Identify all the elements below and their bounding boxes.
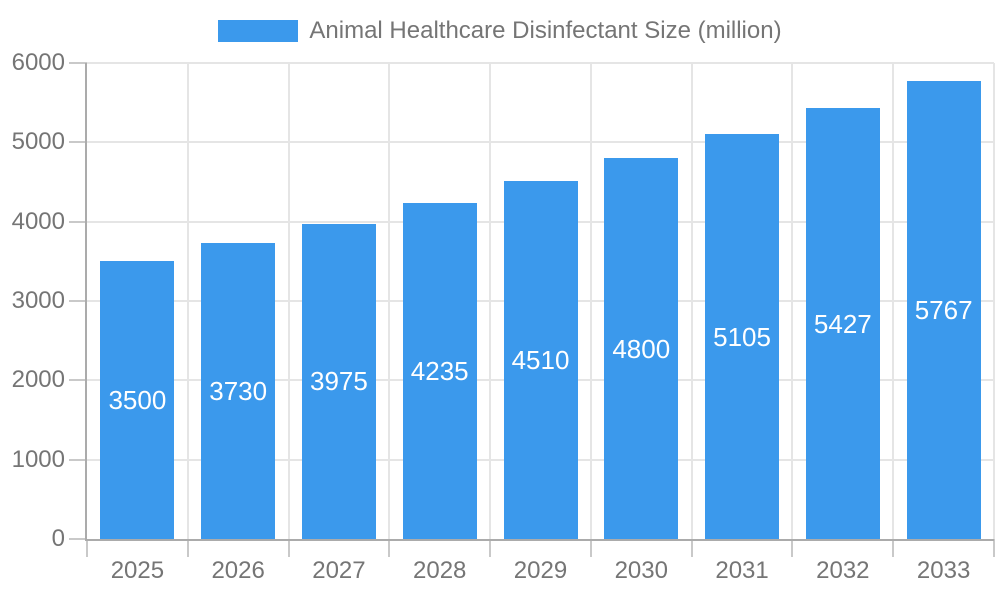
bar-value-label: 3975	[310, 366, 368, 397]
gridline-vertical	[690, 63, 693, 539]
bar-value-label: 4510	[511, 345, 570, 376]
bar-value-label: 5105	[713, 321, 771, 352]
y-axis-tick	[69, 300, 87, 302]
x-axis-tick	[589, 539, 592, 557]
x-axis-label: 2026	[211, 557, 265, 584]
x-axis-tick	[791, 539, 794, 557]
x-axis-tick	[489, 539, 492, 557]
x-axis-tick	[86, 539, 88, 557]
y-axis-tick	[69, 538, 87, 540]
bar-2033[interactable]	[906, 81, 981, 539]
gridline-vertical	[993, 63, 995, 539]
bar-2032[interactable]	[805, 108, 880, 539]
y-axis-label: 1000	[11, 445, 65, 473]
gridline-vertical	[287, 63, 290, 539]
gridline-horizontal	[87, 141, 994, 144]
x-axis-label: 2032	[816, 557, 870, 584]
gridline-vertical	[388, 63, 391, 539]
bar-value-label: 5767	[914, 295, 973, 326]
x-axis-tick	[892, 539, 895, 557]
bar-2029[interactable]	[503, 181, 578, 539]
legend-label: Animal Healthcare Disinfectant Size (mil…	[309, 17, 782, 44]
gridline-vertical	[892, 63, 895, 539]
chart-legend[interactable]: Animal Healthcare Disinfectant Size (mil…	[0, 17, 1000, 44]
x-axis-line	[85, 539, 994, 541]
y-axis-label: 5000	[11, 128, 65, 156]
gridline-horizontal	[87, 62, 994, 64]
x-axis-tick	[287, 539, 290, 557]
x-axis-label: 2025	[110, 557, 165, 584]
x-axis-label: 2028	[413, 557, 467, 584]
bar-2028[interactable]	[402, 203, 477, 539]
x-axis-tick	[388, 539, 391, 557]
y-axis-tick	[69, 220, 87, 223]
bar-2027[interactable]	[301, 223, 376, 539]
gridline-vertical	[791, 63, 794, 539]
x-axis-label: 2030	[614, 557, 668, 584]
y-axis-tick	[69, 141, 87, 144]
x-axis-label: 2029	[513, 557, 568, 584]
bar-value-label: 3730	[209, 376, 268, 407]
y-axis-label: 2000	[11, 366, 65, 394]
y-axis-tick	[69, 458, 87, 461]
y-axis-label: 3000	[11, 287, 65, 314]
y-axis-tick	[69, 379, 87, 382]
y-axis-label: 0	[51, 525, 65, 552]
bar-2026[interactable]	[201, 243, 276, 539]
y-axis-label: 4000	[11, 207, 65, 235]
y-axis-line	[85, 63, 87, 539]
y-axis-label: 6000	[11, 49, 65, 76]
bar-2025[interactable]	[100, 261, 175, 539]
gridline-vertical	[589, 63, 592, 539]
bar-value-label: 4235	[410, 356, 469, 386]
x-axis-tick	[690, 539, 693, 557]
gridline-vertical	[489, 63, 492, 539]
legend-swatch	[218, 20, 299, 42]
bar-value-label: 5427	[813, 308, 872, 339]
bar-value-label: 3500	[108, 385, 167, 416]
x-axis-label: 2031	[715, 557, 769, 584]
y-axis-tick	[69, 62, 87, 64]
gridline-vertical	[186, 63, 189, 539]
x-axis-label: 2033	[916, 557, 971, 584]
bar-value-label: 4800	[612, 333, 671, 364]
x-axis-label: 2027	[312, 557, 366, 584]
x-axis-tick	[186, 539, 189, 557]
bar-2031[interactable]	[705, 134, 780, 539]
bar-2030[interactable]	[604, 158, 679, 539]
x-axis-tick	[993, 539, 995, 557]
